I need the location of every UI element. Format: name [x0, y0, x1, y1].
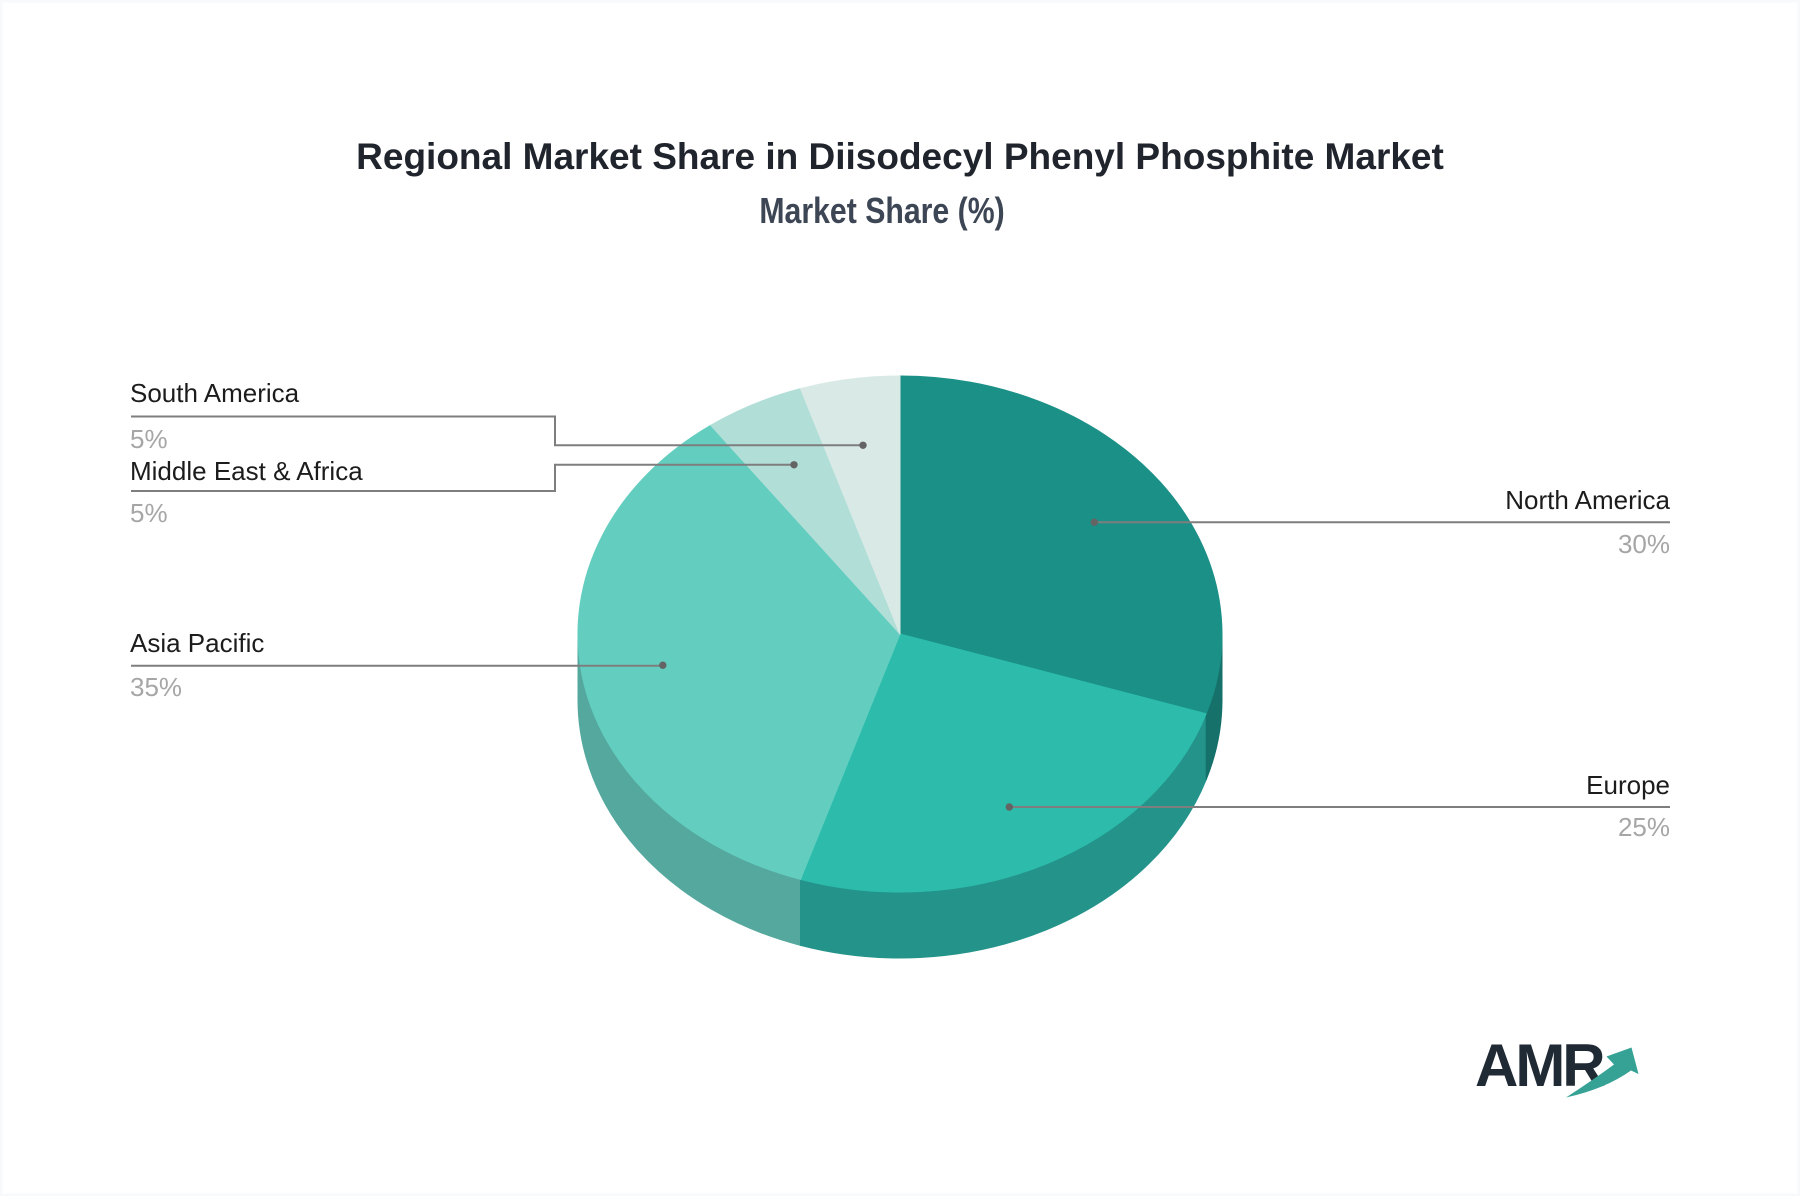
svg-text:30%: 30% — [1618, 529, 1670, 559]
svg-text:Middle East & Africa: Middle East & Africa — [130, 456, 363, 486]
svg-text:Regional Market Share in Diiso: Regional Market Share in Diisodecyl Phen… — [356, 136, 1444, 177]
svg-text:5%: 5% — [130, 424, 168, 454]
svg-text:35%: 35% — [130, 672, 182, 702]
svg-text:5%: 5% — [130, 498, 168, 528]
svg-text:South America: South America — [130, 378, 300, 408]
svg-text:Market Share (%): Market Share (%) — [759, 192, 1004, 232]
svg-text:Asia Pacific: Asia Pacific — [130, 628, 264, 658]
svg-text:25%: 25% — [1618, 812, 1670, 842]
svg-text:Europe: Europe — [1586, 770, 1670, 800]
svg-text:North America: North America — [1505, 485, 1670, 515]
